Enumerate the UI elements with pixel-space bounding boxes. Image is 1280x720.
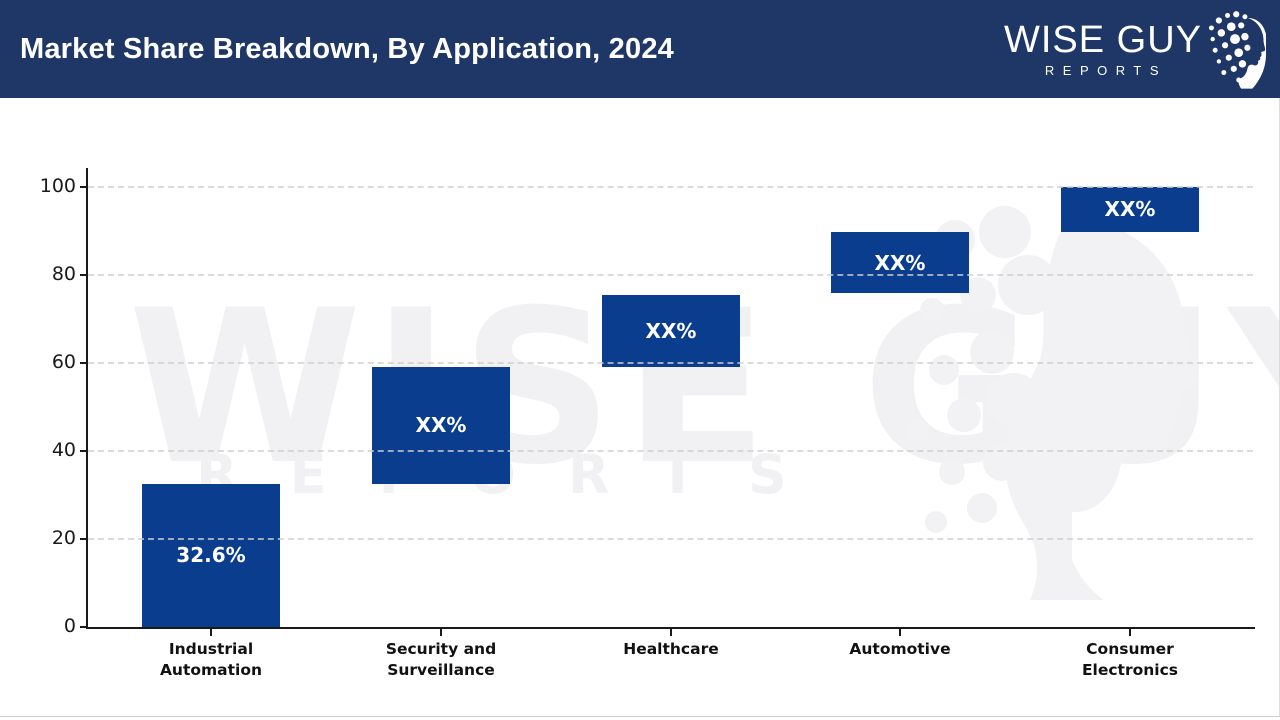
- logo-wordmark: WISE GUY REPORTS: [1004, 21, 1202, 78]
- watermark-head-icon: [896, 206, 1198, 600]
- wise-guy-logo: WISE GUY REPORTS: [1004, 9, 1266, 89]
- bar-segment: XX%: [372, 366, 510, 484]
- y-tick-mark: [80, 186, 88, 188]
- watermark-text-2: REPORTS: [196, 443, 839, 506]
- footer-divider: [0, 716, 1280, 717]
- x-category-label: Security and Surveillance: [385, 640, 497, 679]
- y-gridline: [88, 362, 1253, 364]
- y-tick-label: 80: [51, 263, 76, 285]
- y-tick-mark: [80, 538, 88, 540]
- bar-value-label: XX%: [415, 413, 467, 438]
- bar-segment: 32.6%: [142, 483, 280, 627]
- y-gridline: [88, 186, 1253, 188]
- y-tick-mark: [80, 450, 88, 452]
- x-tick-mark: [210, 629, 212, 636]
- y-tick-mark: [80, 362, 88, 364]
- logo-wordmark-line2: REPORTS: [1044, 62, 1168, 78]
- bar-segment: XX%: [831, 231, 969, 294]
- logo-head-icon: [1208, 11, 1266, 89]
- x-tick-mark: [1129, 629, 1131, 636]
- header-bar: Market Share Breakdown, By Application, …: [0, 0, 1280, 98]
- x-axis: [86, 627, 1255, 629]
- y-tick-label: 60: [51, 351, 76, 373]
- x-tick-mark: [440, 629, 442, 636]
- x-tick-mark: [670, 629, 672, 636]
- y-gridline: [88, 274, 1253, 276]
- x-category-label: Healthcare: [623, 640, 719, 658]
- y-gridline: [88, 450, 1253, 452]
- x-tick-mark: [899, 629, 901, 636]
- logo-wordmark-line1: WISE GUY: [1003, 18, 1202, 61]
- y-tick-label: 20: [51, 527, 76, 549]
- x-category-label: Automotive: [849, 640, 951, 658]
- bar-value-label: XX%: [874, 250, 926, 275]
- bar-value-label: XX%: [645, 318, 697, 343]
- y-tick-label: 100: [39, 175, 76, 197]
- y-tick-mark: [80, 274, 88, 276]
- y-tick-mark: [80, 626, 88, 628]
- y-gridline: [88, 538, 1253, 540]
- y-axis: [86, 168, 88, 629]
- x-category-label: Consumer Electronics: [1081, 640, 1179, 679]
- bar-value-label: XX%: [1104, 197, 1156, 222]
- bar-segment: XX%: [1061, 187, 1199, 232]
- y-tick-label: 0: [63, 615, 76, 637]
- y-tick-label: 40: [51, 439, 76, 461]
- bar-segment: XX%: [602, 294, 740, 367]
- x-category-label: Industrial Automation: [159, 640, 263, 679]
- bar-value-label: 32.6%: [176, 543, 246, 568]
- page-title: Market Share Breakdown, By Application, …: [20, 32, 674, 65]
